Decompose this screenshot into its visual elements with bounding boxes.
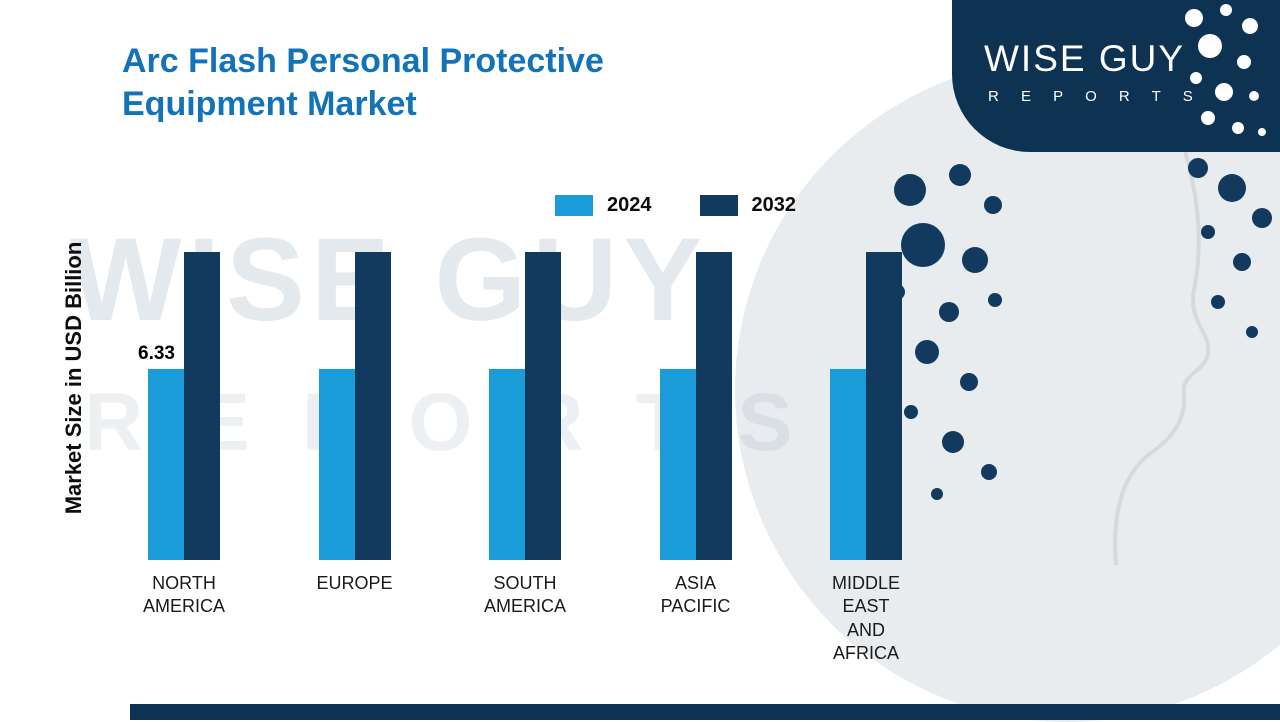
page-title-line1: Arc Flash Personal Protective (122, 42, 604, 80)
bottom-accent-bar (130, 704, 1280, 720)
bar-2024-middle-east-and-africa (830, 368, 866, 560)
category-label: NORTH AMERICA (142, 573, 225, 617)
bar-2032-europe (354, 252, 391, 560)
chart-legend: 2024 2032 (555, 194, 796, 217)
logo-brand-text: WISE GUY (984, 38, 1186, 79)
legend-label: 2024 (607, 194, 652, 216)
bar-2032-north-america (184, 252, 220, 560)
logo-face-dots-icon (1185, 4, 1266, 136)
category-label: EUROPE (316, 573, 393, 593)
legend-item-2032: 2032 (699, 194, 797, 217)
bar-2032-south-america (525, 252, 561, 560)
bar-group-asia-pacific: ASIA PACIFIC (659, 252, 732, 616)
plot-area: 6.33 NORTH AMERICA EUROPE SOUTH AMERICA ASIA… (138, 252, 902, 663)
bar-group-europe: EUROPE (316, 252, 393, 593)
legend-swatch (699, 195, 738, 216)
bar-group-south-america: SOUTH AMERICA (484, 252, 566, 616)
legend-item-2024: 2024 (555, 194, 652, 217)
category-label: ASIA PACIFIC (660, 573, 731, 617)
bar-2024-europe (318, 368, 355, 560)
page-title: Arc Flash Personal Protective Equipment … (122, 40, 604, 125)
logo-panel: WISE GUY R E P O R T S (952, 0, 1280, 152)
category-label: MIDDLE EAST AND AFRICA (831, 573, 900, 664)
bar-group-north-america: 6.33 NORTH AMERICA (138, 252, 225, 616)
face-profile-decoration (1113, 69, 1272, 566)
bar-group-middle-east-and-africa: MIDDLE EAST AND AFRICA (830, 252, 902, 663)
category-label: SOUTH AMERICA (483, 573, 566, 617)
bar-2024-north-america: 6.33 (138, 343, 184, 560)
dotted-face-decoration (889, 164, 1002, 500)
bar-2032-middle-east-and-africa (866, 252, 902, 560)
bar-2024-south-america (489, 368, 525, 560)
bar-2032-asia-pacific (695, 252, 732, 560)
y-axis-label: Market Size in USD Billion (61, 241, 86, 515)
page-title-line2: Equipment Market (122, 84, 417, 123)
bar-value-label: 6.33 (138, 342, 175, 364)
bar-2024-asia-pacific (659, 368, 696, 560)
logo-reports-text: R E P O R T S (988, 88, 1202, 105)
legend-swatch (555, 195, 593, 216)
legend-label: 2032 (751, 194, 797, 216)
